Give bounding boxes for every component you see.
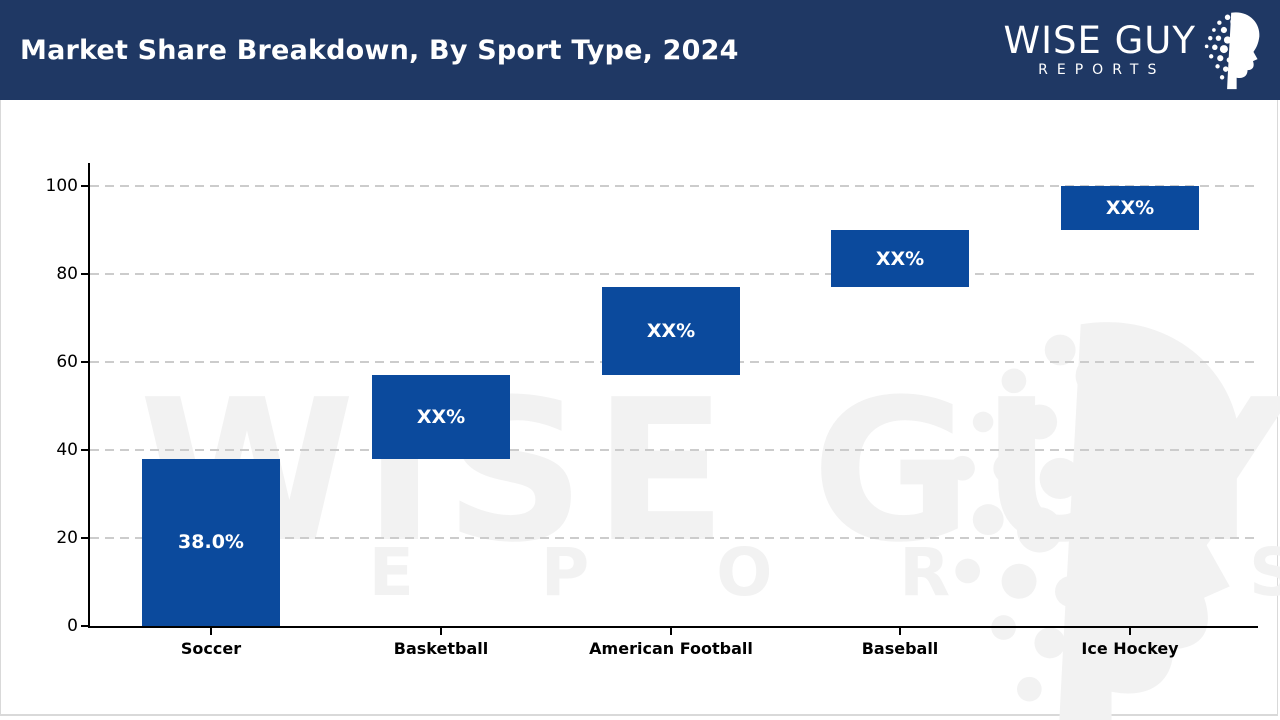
x-axis-category-label: Basketball — [393, 639, 489, 658]
x-axis-category-label: Baseball — [861, 639, 939, 658]
bar-value-label: XX% — [875, 247, 925, 270]
header: Market Share Breakdown, By Sport Type, 2… — [0, 0, 1280, 100]
watermark-face-icon — [931, 322, 1241, 720]
y-axis-tick-label: 100 — [45, 176, 78, 196]
y-axis-tick-mark — [81, 185, 88, 187]
x-axis-category-label: Soccer — [180, 639, 242, 658]
y-axis-tick-mark — [81, 449, 88, 451]
gridline-20 — [90, 537, 1256, 539]
bar-basketball: XX% — [372, 375, 510, 459]
bar-american-football: XX% — [602, 287, 740, 376]
y-axis-tick-label: 80 — [56, 264, 78, 284]
x-axis-tick-mark — [670, 628, 672, 635]
x-axis-tick-mark — [210, 628, 212, 635]
brand-logo: WISE GUY REPORTS — [1004, 10, 1266, 90]
y-axis-tick-label: 40 — [56, 440, 78, 460]
x-axis-tick-mark — [440, 628, 442, 635]
y-axis-tick-mark — [81, 273, 88, 275]
bar-value-label: XX% — [1105, 197, 1155, 219]
logo-wordmark-line2: REPORTS — [1038, 62, 1166, 78]
x-axis-category-label: Ice Hockey — [1081, 639, 1179, 658]
y-axis-tick-mark — [81, 361, 88, 363]
gridline-40 — [90, 449, 1256, 451]
logo-wordmark-line1: WISE GUY — [1003, 19, 1196, 62]
y-axis-spine — [88, 163, 90, 628]
x-axis-spine — [88, 626, 1258, 628]
y-axis-tick-mark — [81, 537, 88, 539]
y-axis-tick-mark — [81, 625, 88, 627]
bar-value-label: XX% — [416, 405, 466, 428]
x-axis-category-label: American Football — [589, 639, 753, 658]
bar-value-label: 38.0% — [178, 531, 244, 554]
bar-baseball: XX% — [831, 230, 969, 288]
bar-value-label: XX% — [646, 320, 696, 343]
y-axis-tick-label: 0 — [67, 616, 78, 636]
bar-soccer: 38.0% — [142, 458, 280, 626]
y-axis-tick-label: 60 — [56, 352, 78, 372]
y-axis-tick-label: 20 — [56, 528, 78, 548]
page-title: Market Share Breakdown, By Sport Type, 2… — [20, 34, 739, 66]
x-axis-tick-mark — [1129, 628, 1131, 635]
logo-face-icon — [1204, 12, 1260, 90]
bar-ice-hockey: XX% — [1061, 186, 1199, 230]
gridline-100 — [90, 185, 1256, 187]
x-axis-tick-mark — [899, 628, 901, 635]
logo-wordmark: WISE GUY REPORTS — [1004, 22, 1196, 78]
gridline-80 — [90, 273, 1256, 275]
